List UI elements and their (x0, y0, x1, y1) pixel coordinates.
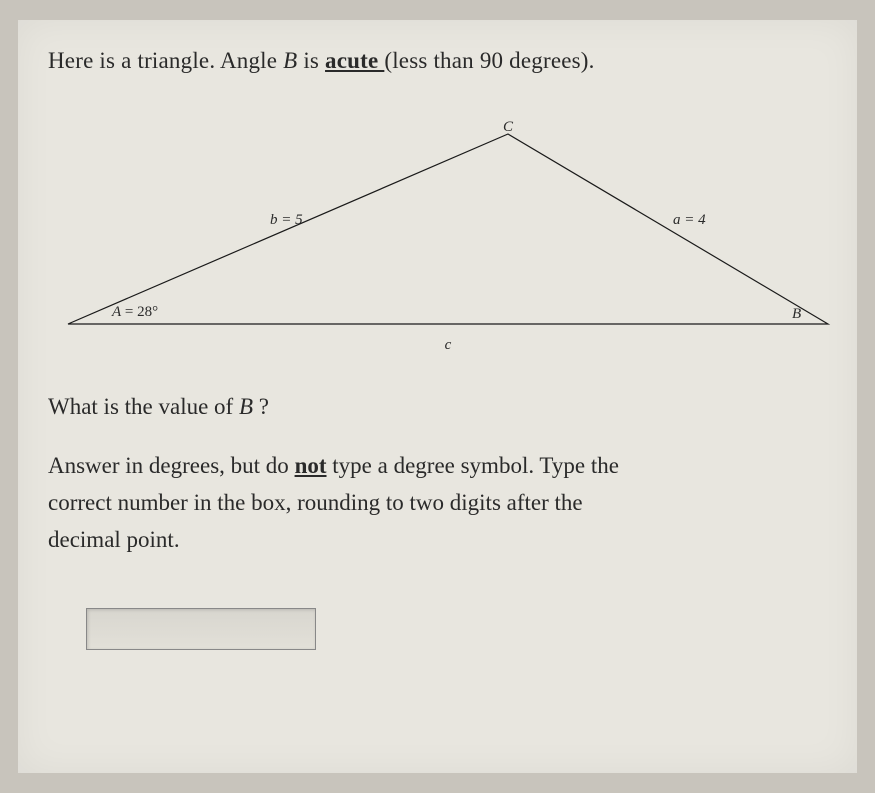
instr-not: not (295, 453, 327, 478)
triangle-polygon (68, 134, 828, 324)
instr-l1b: type a degree symbol. Type the (327, 453, 619, 478)
instructions-text: Answer in degrees, but do not type a deg… (48, 448, 827, 558)
question-prefix: What is the value of (48, 394, 239, 419)
instr-l3: decimal point. (48, 527, 180, 552)
instr-l1a: Answer in degrees, but do (48, 453, 295, 478)
prompt-mid: is (297, 48, 325, 73)
side-a-label: a = 4 (673, 212, 706, 228)
question-suffix: ? (253, 394, 269, 419)
prompt-keyword: acute (325, 48, 384, 73)
prompt-prefix: Here is a triangle. Angle (48, 48, 283, 73)
prompt-text: Here is a triangle. Angle B is acute (le… (48, 48, 827, 74)
prompt-suffix: (less than 90 degrees). (384, 48, 594, 73)
prompt-var: B (283, 48, 297, 73)
side-b-label: b = 5 (270, 212, 303, 228)
answer-input[interactable] (86, 608, 316, 650)
vertex-c-label: C (503, 119, 514, 135)
question-text: What is the value of B ? (48, 394, 827, 420)
triangle-figure: b = 5 a = 4 c C B A = 28° (48, 104, 827, 364)
question-var: B (239, 394, 253, 419)
vertex-a-label: A = 28° (111, 304, 158, 320)
vertex-b-label: B (792, 306, 801, 322)
side-c-label: c (445, 337, 452, 353)
triangle-svg: b = 5 a = 4 c C B A = 28° (48, 104, 848, 364)
instr-l2: correct number in the box, rounding to t… (48, 490, 583, 515)
